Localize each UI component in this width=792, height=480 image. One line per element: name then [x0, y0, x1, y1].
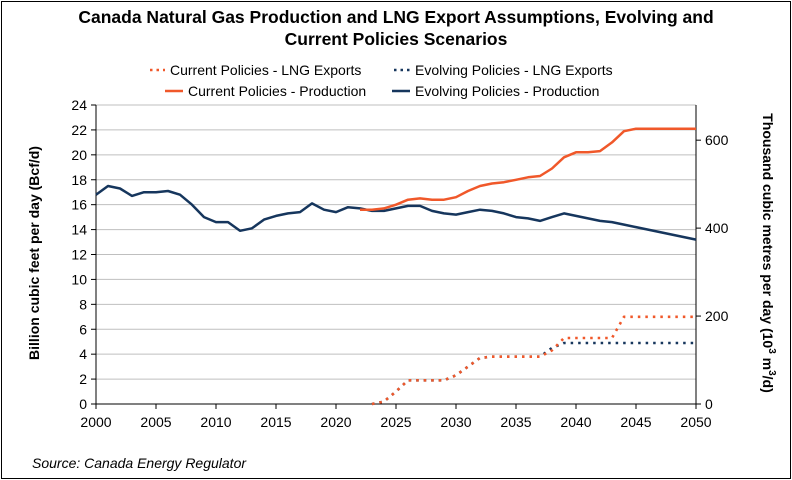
legend-label-evolving-lng: Evolving Policies - LNG Exports [415, 62, 613, 78]
series-line-current-policies-production [360, 127, 696, 211]
tick-label-y-6: 6 [79, 321, 87, 337]
tick-label-y-0: 0 [79, 396, 87, 412]
legend: Current Policies - LNG Exports Evolving … [150, 62, 613, 99]
legend-label-current-lng: Current Policies - LNG Exports [170, 62, 361, 78]
tick-label-y2-600: 600 [705, 132, 729, 148]
tick-label-y-14: 14 [71, 222, 87, 238]
series-line-evolving-policies-production [95, 184, 697, 241]
y2-axis-label-sup1: 3 [766, 348, 777, 354]
series-lines [95, 127, 697, 406]
tick-label-y-16: 16 [71, 197, 87, 213]
axes [91, 104, 701, 409]
legend-item-current-lng: Current Policies - LNG Exports [150, 62, 361, 78]
tick-label-x-2040: 2040 [560, 414, 591, 430]
tick-label-x-2005: 2005 [140, 414, 171, 430]
chart-title: Canada Natural Gas Production and LNG Ex… [0, 6, 792, 50]
legend-item-evolving-lng: Evolving Policies - LNG Exports [394, 62, 613, 78]
tick-label-y-12: 12 [71, 247, 87, 263]
tick-label-y-18: 18 [71, 172, 87, 188]
y-axis-label: Billion cubic feet per day (Bcf/d) [26, 146, 42, 360]
tick-label-x-2035: 2035 [500, 414, 531, 430]
legend-item-current-production: Current Policies - Production [165, 83, 366, 99]
tick-label-x-2010: 2010 [200, 414, 231, 430]
tick-label-y-2: 2 [79, 371, 87, 387]
tick-label-y-8: 8 [79, 296, 87, 312]
chart-title-line2: Current Policies Scenarios [284, 29, 508, 49]
legend-label-evolving-production: Evolving Policies - Production [415, 83, 599, 99]
tick-label-x-2025: 2025 [380, 414, 411, 430]
chart-title-line1: Canada Natural Gas Production and LNG Ex… [78, 7, 714, 27]
tick-label-x-2015: 2015 [260, 414, 291, 430]
tick-label-x-2020: 2020 [320, 414, 351, 430]
tick-label-x-2050: 2050 [680, 414, 711, 430]
legend-label-current-production: Current Policies - Production [188, 83, 366, 99]
y2-axis-label-end: /d) [760, 376, 776, 393]
legend-item-evolving-production: Evolving Policies - Production [392, 83, 599, 99]
tick-label-x-2030: 2030 [440, 414, 471, 430]
tick-label-y-4: 4 [79, 346, 87, 362]
series-line-evolving-policies-lng-exports [371, 341, 696, 406]
series-line-current-policies-lng-exports [371, 315, 696, 406]
tick-label-y-10: 10 [71, 271, 87, 287]
tick-label-y-24: 24 [71, 97, 87, 113]
tick-label-y2-0: 0 [705, 396, 713, 412]
tick-label-x-2045: 2045 [620, 414, 651, 430]
tick-label-y2-200: 200 [705, 308, 729, 324]
tick-label-y2-400: 400 [705, 220, 729, 236]
source-note: Source: Canada Energy Regulator [32, 455, 247, 471]
gridlines [96, 104, 696, 405]
y2-axis-label-mid: m [760, 354, 776, 370]
y2-axis-label-main: Thousand cubic metres per day (10 [760, 113, 776, 348]
tick-label-y-22: 22 [71, 122, 87, 138]
y2-axis-label-sup2: 3 [766, 370, 777, 376]
tick-label-x-2000: 2000 [80, 414, 111, 430]
y2-axis-label: Thousand cubic metres per day (103 m3/d) [760, 113, 777, 393]
tick-label-y-20: 20 [71, 147, 87, 163]
